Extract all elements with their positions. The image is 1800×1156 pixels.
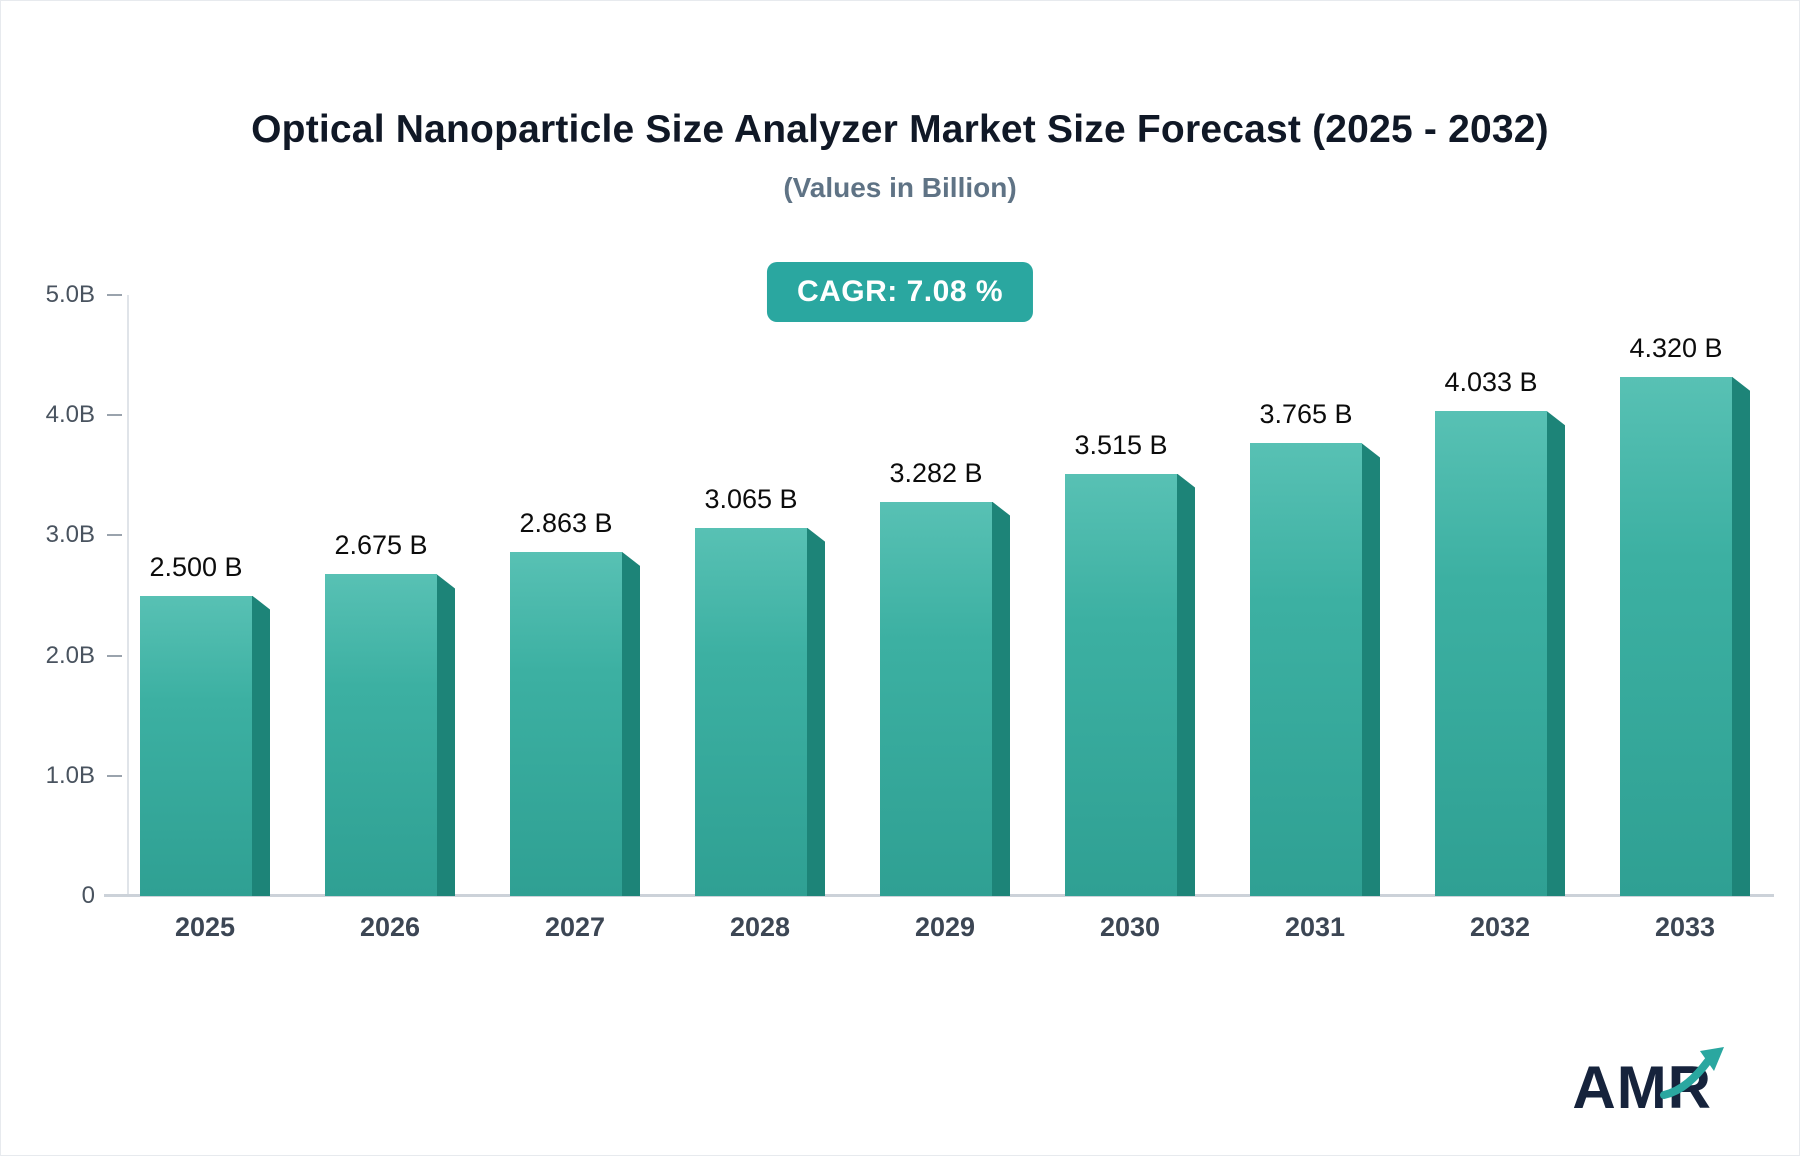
logo-growth-arrow-icon bbox=[1660, 1047, 1724, 1099]
bar-value-label: 2.675 B bbox=[334, 530, 428, 561]
bar-value-label: 2.863 B bbox=[519, 507, 613, 538]
bar-side-shade bbox=[1547, 411, 1565, 896]
bar-slot-2030: 3.515 B bbox=[1065, 295, 1195, 896]
x-axis-label-2029: 2029 bbox=[914, 912, 976, 942]
bar-face bbox=[1435, 411, 1547, 896]
cagr-badge: CAGR: 7.08 % bbox=[766, 262, 1034, 322]
y-axis-tick-label: 1.0B bbox=[45, 761, 95, 789]
bar-slot-2028: 3.065 B bbox=[695, 295, 825, 896]
bar-face bbox=[1250, 443, 1362, 896]
x-axis-label-2025: 2025 bbox=[174, 912, 236, 942]
y-axis-tick-mark bbox=[107, 534, 122, 537]
bar-2025: 2.500 B bbox=[140, 552, 270, 896]
bar-side-shade bbox=[807, 527, 825, 896]
bar-face bbox=[325, 574, 437, 896]
bar-face bbox=[510, 551, 622, 896]
y-axis-tick-label: 2.0B bbox=[45, 641, 95, 669]
bar-value-label: 3.282 B bbox=[889, 457, 983, 488]
x-axis-label-2033: 2033 bbox=[1654, 912, 1716, 942]
y-axis-tick-label: 3.0B bbox=[45, 521, 95, 549]
bar-2028: 3.065 B bbox=[695, 484, 825, 896]
y-axis-tick-mark bbox=[107, 414, 122, 417]
bar-slot-2033: 4.320 B bbox=[1620, 295, 1750, 896]
x-axis-label-2028: 2028 bbox=[729, 912, 791, 942]
bar-slot-2029: 3.282 B bbox=[880, 295, 1010, 896]
y-tick-3.0B: 3.0B bbox=[31, 521, 122, 549]
bar-slot-2027: 2.863 B bbox=[510, 295, 640, 896]
bar-side-shade bbox=[622, 551, 640, 896]
bar-value-label: 3.765 B bbox=[1259, 399, 1353, 430]
bar-side-shade bbox=[1177, 473, 1195, 896]
y-tick-5.0B: 5.0B bbox=[31, 281, 122, 309]
bar-2026: 2.675 B bbox=[325, 530, 455, 896]
y-axis-line bbox=[127, 295, 129, 896]
bar-side-shade bbox=[437, 574, 455, 896]
bar-2032: 4.033 B bbox=[1435, 367, 1565, 896]
bar-face bbox=[140, 595, 252, 896]
y-tick-2.0B: 2.0B bbox=[31, 642, 122, 670]
y-tick-4.0B: 4.0B bbox=[31, 401, 122, 429]
bar-plot-area: 2.500 B 2.675 B 2.863 B 3.065 B 3.282 B 3.515… bbox=[140, 295, 1750, 896]
y-axis: 5.0B 4.0B 3.0B 2.0B 1.0B 0 bbox=[0, 281, 122, 909]
bar-slot-2025: 2.500 B bbox=[140, 295, 270, 896]
bar-value-label: 3.065 B bbox=[704, 483, 798, 514]
y-axis-tick-label: 0 bbox=[81, 882, 95, 909]
bar-value-label: 3.515 B bbox=[1074, 429, 1168, 460]
bar-2030: 3.515 B bbox=[1065, 430, 1195, 896]
bar-value-label: 2.500 B bbox=[149, 551, 243, 582]
bar-slot-2032: 4.033 B bbox=[1435, 295, 1565, 896]
bar-face bbox=[1620, 376, 1732, 896]
y-axis-tick-mark bbox=[107, 774, 122, 777]
chart-subtitle: (Values in Billion) bbox=[783, 172, 1017, 203]
x-axis-labels: 2025 2026 2027 2028 2029 2030 2031 2032 2033 bbox=[140, 912, 1750, 943]
bar-2027: 2.863 B bbox=[510, 508, 640, 896]
y-axis-tick-mark bbox=[107, 654, 122, 657]
amr-logo: AMR bbox=[1572, 1047, 1724, 1122]
chart-title: Optical Nanoparticle Size Analyzer Marke… bbox=[251, 108, 1549, 151]
y-axis-tick-label: 5.0B bbox=[45, 281, 95, 308]
bar-side-shade bbox=[992, 501, 1010, 896]
x-axis-label-2030: 2030 bbox=[1099, 912, 1161, 942]
bar-side-shade bbox=[1362, 443, 1380, 896]
bar-face bbox=[1065, 473, 1177, 896]
bar-face bbox=[880, 501, 992, 896]
bar-2031: 3.765 B bbox=[1250, 399, 1380, 896]
bar-value-label: 4.320 B bbox=[1629, 332, 1723, 363]
bar-face bbox=[695, 527, 807, 896]
x-axis-label-2032: 2032 bbox=[1469, 912, 1531, 942]
bar-side-shade bbox=[1732, 376, 1750, 896]
bar-slot-2031: 3.765 B bbox=[1250, 295, 1380, 896]
x-axis-label-2026: 2026 bbox=[359, 912, 421, 942]
y-axis-tick-mark bbox=[107, 294, 122, 296]
x-axis-label-2027: 2027 bbox=[544, 912, 606, 942]
bar-2029: 3.282 B bbox=[880, 458, 1010, 896]
x-axis-label-2031: 2031 bbox=[1284, 912, 1346, 942]
bar-side-shade bbox=[252, 595, 270, 896]
bar-2033: 4.320 B bbox=[1620, 333, 1750, 896]
y-axis-tick-label: 4.0B bbox=[45, 401, 95, 429]
bar-slot-2026: 2.675 B bbox=[325, 295, 455, 896]
y-tick-1.0B: 1.0B bbox=[31, 762, 122, 790]
bar-value-label: 4.033 B bbox=[1444, 367, 1538, 398]
